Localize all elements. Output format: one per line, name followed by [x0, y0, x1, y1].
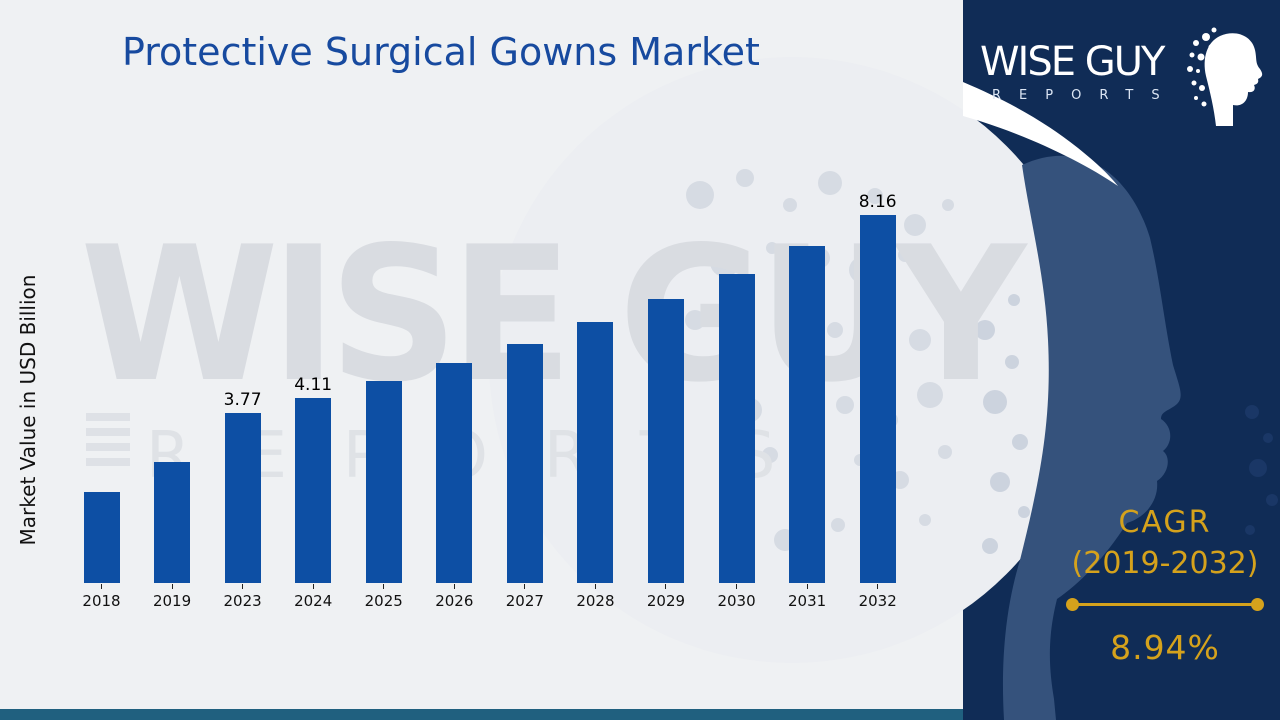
cagr-range: (2019-2032): [1071, 546, 1259, 581]
x-label-2029: 2029: [646, 592, 686, 610]
brand-logo-subtext: REPORTS: [992, 88, 1178, 103]
footer-teal-strip: [0, 709, 963, 720]
bar-2024: [295, 398, 332, 583]
bar-value-label-2032: 8.16: [858, 192, 897, 212]
x-tick-2030: [736, 584, 738, 589]
x-tick-2019: [171, 584, 173, 589]
x-tick-2027: [524, 584, 526, 589]
x-label-2026: 2026: [435, 592, 474, 610]
x-tick-2028: [594, 584, 596, 589]
bar-2030: [718, 274, 755, 583]
x-label-2025: 2025: [364, 592, 403, 610]
x-tick-2024: [312, 584, 314, 589]
x-tick-2031: [806, 584, 808, 589]
cagr-value: 8.94%: [1110, 628, 1220, 667]
x-tick-2023: [242, 584, 244, 589]
x-label-2030: 2030: [717, 592, 756, 610]
bar-2023: [224, 413, 261, 583]
bar-value-label-2023: 3.77: [223, 390, 262, 410]
bar-2026: [436, 363, 473, 583]
plot-area: 2018 2019 3.77 2023 4.11 2024 2025 2026 2027 2028…: [82, 192, 897, 610]
x-tick-2026: [453, 584, 455, 589]
bar-2025: [365, 381, 402, 583]
brand-logo-wordmark: WISE GUY: [980, 39, 1165, 85]
x-label-2032: 2032: [858, 592, 897, 610]
x-label-2019: 2019: [152, 592, 192, 610]
x-label-2027: 2027: [505, 592, 544, 610]
bar-2031: [789, 246, 826, 583]
x-label-2028: 2028: [576, 592, 615, 610]
brand-logo: WISE GUY REPORTS: [980, 42, 1178, 103]
x-label-2024: 2024: [294, 592, 333, 610]
x-tick-2025: [383, 584, 385, 589]
bar-2019: [154, 462, 191, 583]
cagr-heading: CAGR: [1118, 505, 1212, 540]
y-axis-label: Market Value in USD Billion: [16, 274, 40, 546]
bar-2028: [577, 322, 614, 583]
x-label-2018: 2018: [82, 592, 121, 610]
brand-logo-face-icon: [1187, 27, 1263, 126]
page-title: Protective Surgical Gowns Market: [122, 30, 760, 74]
x-label-2031: 2031: [788, 592, 827, 610]
cagr-block: CAGR (2019-2032) 8.94%: [1040, 505, 1280, 667]
x-label-2023: 2023: [223, 592, 262, 610]
bar-2032: [859, 215, 896, 583]
cagr-divider-line: [1066, 598, 1264, 611]
x-tick-2032: [877, 584, 879, 589]
x-tick-2029: [665, 584, 667, 589]
bar-value-label-2024: 4.11: [294, 375, 333, 395]
bar-2029: [647, 299, 684, 583]
x-tick-2018: [101, 584, 102, 589]
bar-2027: [506, 344, 543, 583]
bar-2018: [83, 492, 120, 583]
